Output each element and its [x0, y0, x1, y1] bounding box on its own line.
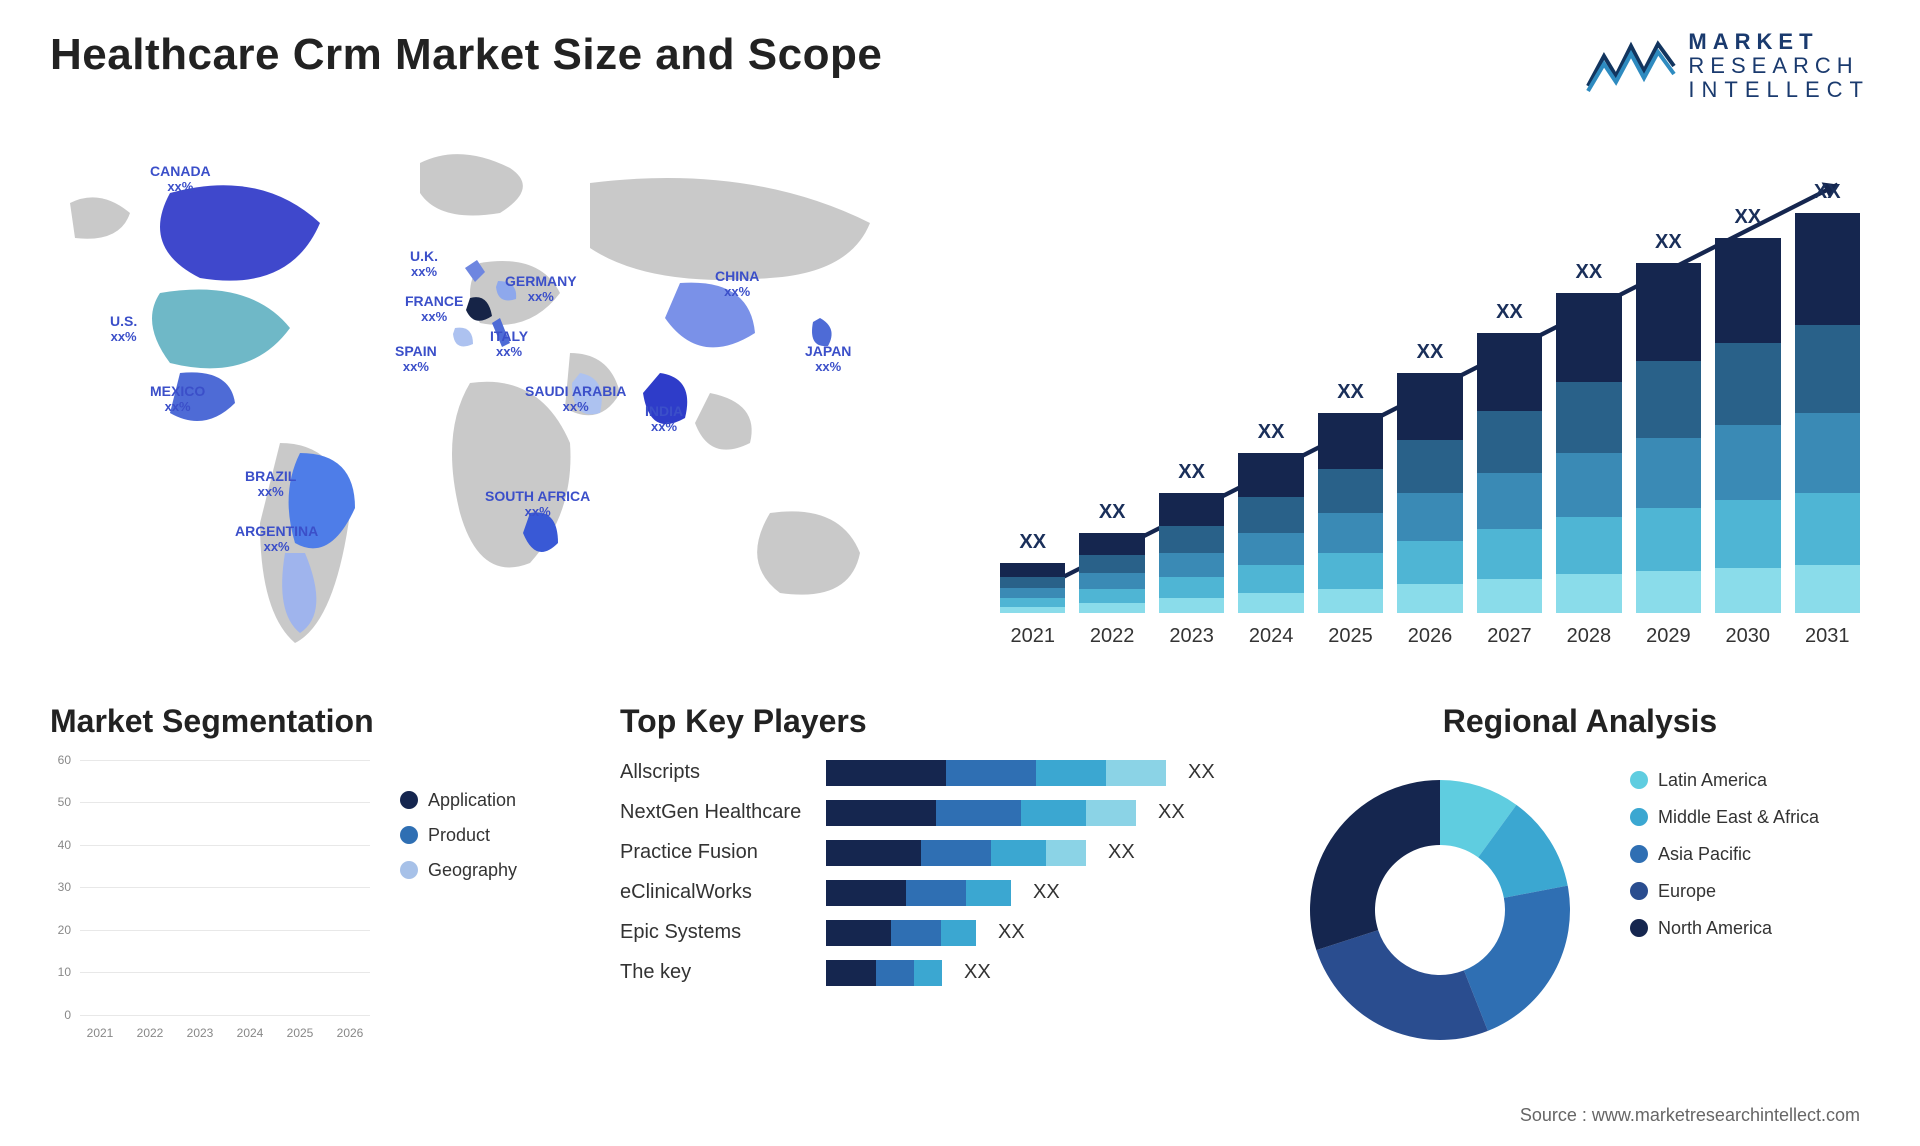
donut-slice-asia-pacific	[1464, 885, 1570, 1030]
players-title: Top Key Players	[620, 703, 1240, 740]
world-map: CANADAxx% U.S.xx% MEXICOxx% BRAZILxx% ARGENT…	[50, 133, 930, 653]
region-legend-item: North America	[1630, 918, 1819, 939]
region-legend-item: Latin America	[1630, 770, 1819, 791]
map-label-japan: JAPANxx%	[805, 343, 851, 374]
map-label-india: INDIAxx%	[645, 403, 683, 434]
growth-bar-2024: XX	[1238, 453, 1303, 613]
logo-text-1: MARKET	[1688, 30, 1870, 54]
logo-text-2: RESEARCH	[1688, 54, 1870, 78]
growth-bar-2031: XX	[1795, 213, 1860, 613]
growth-bar-2029: XX	[1636, 263, 1701, 613]
map-label-spain: SPAINxx%	[395, 343, 437, 374]
seg-legend-geography: Geography	[400, 860, 517, 881]
player-row: NextGen HealthcareXX	[620, 800, 1240, 826]
map-label-brazil: BRAZILxx%	[245, 468, 296, 499]
logo-icon	[1586, 36, 1676, 96]
donut-slice-north-america	[1310, 780, 1440, 950]
map-label-uk: U.K.xx%	[410, 248, 438, 279]
regional-title: Regional Analysis	[1290, 703, 1870, 740]
map-label-china: CHINAxx%	[715, 268, 759, 299]
segmentation-legend: Application Product Geography	[400, 760, 517, 881]
source-line: Source : www.marketresearchintellect.com	[1520, 1105, 1860, 1126]
player-row: The keyXX	[620, 960, 1240, 986]
segmentation-title: Market Segmentation	[50, 703, 570, 740]
growth-bar-2023: XX	[1159, 493, 1224, 613]
growth-bar-2027: XX	[1477, 333, 1542, 613]
growth-chart: XXXXXXXXXXXXXXXXXXXXXX 20212022202320242…	[990, 133, 1870, 653]
map-label-france: FRANCExx%	[405, 293, 463, 324]
growth-bar-2028: XX	[1556, 293, 1621, 613]
growth-bar-2025: XX	[1318, 413, 1383, 613]
region-legend-item: Europe	[1630, 881, 1819, 902]
map-label-italy: ITALYxx%	[490, 328, 528, 359]
segmentation-chart: 0102030405060 202120222023202420252026	[50, 760, 370, 1040]
region-legend-item: Asia Pacific	[1630, 844, 1819, 865]
growth-bar-2026: XX	[1397, 373, 1462, 613]
logo-text-3: INTELLECT	[1688, 78, 1870, 102]
regional-donut	[1290, 760, 1590, 1060]
player-row: AllscriptsXX	[620, 760, 1240, 786]
map-label-argentina: ARGENTINAxx%	[235, 523, 318, 554]
regional-legend: Latin America Middle East & Africa Asia Pa…	[1630, 760, 1819, 939]
growth-bar-2022: XX	[1079, 533, 1144, 613]
map-japan	[812, 318, 832, 346]
map-label-southafrica: SOUTH AFRICAxx%	[485, 488, 590, 519]
brand-logo: MARKET RESEARCH INTELLECT	[1586, 30, 1870, 103]
map-canada	[160, 185, 320, 280]
map-us	[152, 289, 290, 368]
page-title: Healthcare Crm Market Size and Scope	[50, 30, 882, 80]
growth-bar-2021: XX	[1000, 563, 1065, 613]
donut-slice-europe	[1316, 930, 1487, 1040]
map-label-canada: CANADAxx%	[150, 163, 211, 194]
seg-legend-application: Application	[400, 790, 517, 811]
player-row: Practice FusionXX	[620, 840, 1240, 866]
map-label-mexico: MEXICOxx%	[150, 383, 205, 414]
growth-bar-2030: XX	[1715, 238, 1780, 613]
player-row: eClinicalWorksXX	[620, 880, 1240, 906]
map-spain	[453, 327, 473, 346]
region-legend-item: Middle East & Africa	[1630, 807, 1819, 828]
map-label-germany: GERMANYxx%	[505, 273, 577, 304]
map-label-saudiarabia: SAUDI ARABIAxx%	[525, 383, 626, 414]
players-list: AllscriptsXX NextGen HealthcareXX Practice…	[620, 760, 1240, 986]
map-label-us: U.S.xx%	[110, 313, 137, 344]
seg-legend-product: Product	[400, 825, 517, 846]
player-row: Epic SystemsXX	[620, 920, 1240, 946]
